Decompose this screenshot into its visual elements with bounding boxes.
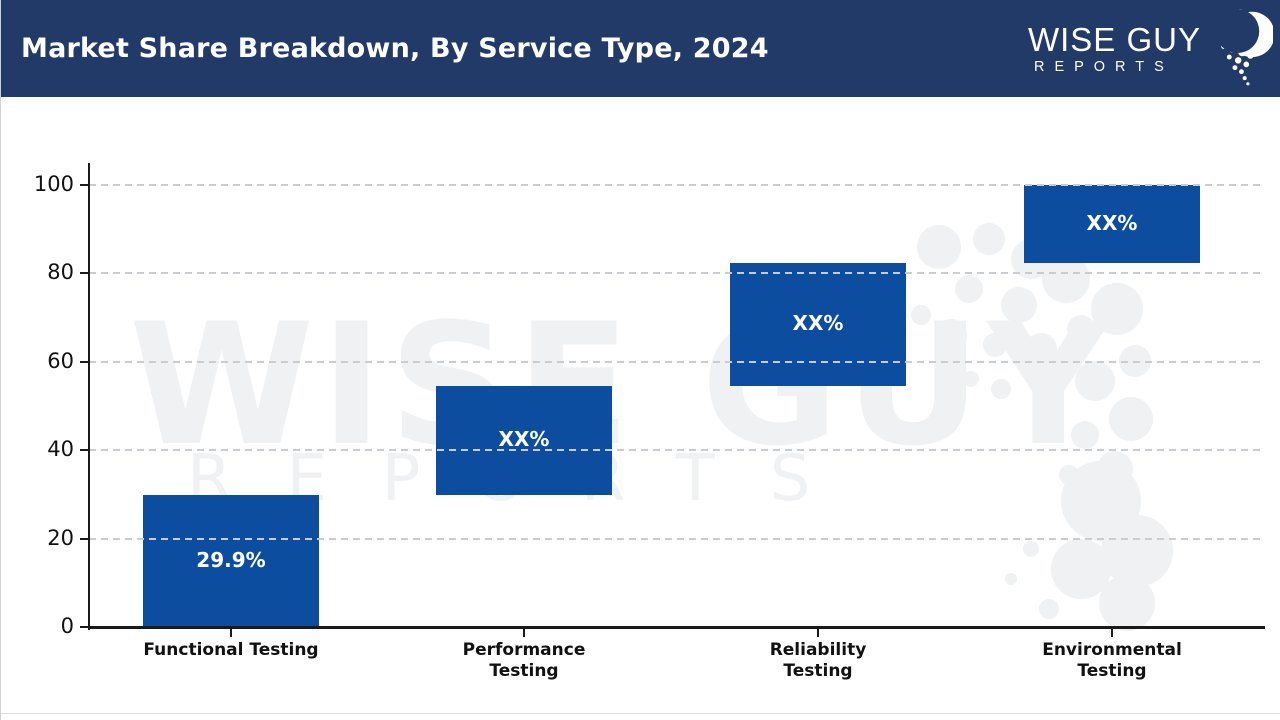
bar-value-label: XX%: [792, 311, 844, 336]
chart-bar: [143, 494, 319, 627]
x-axis-category-label-line: Reliability: [769, 640, 867, 660]
x-axis-category-label-line: Functional Testing: [143, 640, 319, 660]
x-axis-spine: [88, 626, 1265, 629]
x-axis-category-label-line: Environmental: [1042, 640, 1182, 660]
x-axis-category-label: Functional Testing: [101, 640, 361, 661]
x-axis-category-label-line: Testing: [1077, 661, 1147, 681]
y-tick: [80, 360, 88, 363]
x-axis-category-label: Environmental Testing: [982, 640, 1242, 682]
bar-value-label: 29.9%: [196, 547, 266, 572]
gridline: [89, 184, 1265, 186]
logo-reports-label: REPORTS: [1033, 59, 1174, 75]
logo-wordmark: WISE GUY REPORTS: [1027, 21, 1201, 76]
chart-bar: [1024, 185, 1200, 263]
logo-wordmark-line1: WISE GUY: [1027, 21, 1201, 58]
gridline: [89, 360, 1265, 363]
y-tick: [80, 184, 88, 186]
watermark-head-pattern: [911, 223, 1173, 631]
wiseguy-logo: WISE GUY REPORTS: [1028, 5, 1280, 93]
x-tick: [230, 629, 232, 637]
y-tick: [80, 272, 88, 275]
x-axis-category-label: Performance Testing: [394, 640, 654, 682]
bar-value-label: XX%: [1086, 210, 1138, 235]
y-tick-label: 100: [33, 172, 74, 196]
y-axis-spine: [88, 163, 90, 630]
chart-bar: [730, 262, 906, 387]
x-axis-category-label-line: Performance: [462, 640, 586, 660]
y-tick-label: 80: [47, 260, 74, 285]
gridline: [89, 537, 1265, 540]
header-banner: Market Share Breakdown, By Service Type,…: [1, 0, 1280, 97]
chart-bar: [436, 386, 612, 495]
x-tick: [523, 629, 525, 637]
y-tick: [80, 449, 88, 452]
bar-value-label: XX%: [498, 427, 550, 452]
x-axis-category-label-line: Testing: [783, 661, 853, 681]
y-tick: [80, 626, 88, 628]
gridline: [89, 449, 1265, 452]
chart-area: WISE GUY REPORTS 29.9%XX%XX%XX%020406080…: [1, 97, 1280, 720]
page-title: Market Share Breakdown, By Service Type,…: [21, 33, 769, 64]
y-tick-label: 0: [60, 614, 74, 638]
x-axis-category-label-line: Testing: [489, 661, 559, 681]
dotted-head-profile-icon: [1215, 8, 1273, 85]
y-tick-label: 40: [47, 437, 74, 462]
y-tick-label: 60: [47, 348, 74, 373]
x-axis-category-label: Reliability Testing: [688, 640, 948, 682]
x-tick: [817, 629, 819, 637]
y-tick-label: 20: [47, 525, 74, 550]
y-tick: [80, 537, 88, 540]
bottom-divider-line: [1, 713, 1280, 714]
x-tick: [1111, 629, 1113, 637]
gridline: [89, 272, 1265, 275]
